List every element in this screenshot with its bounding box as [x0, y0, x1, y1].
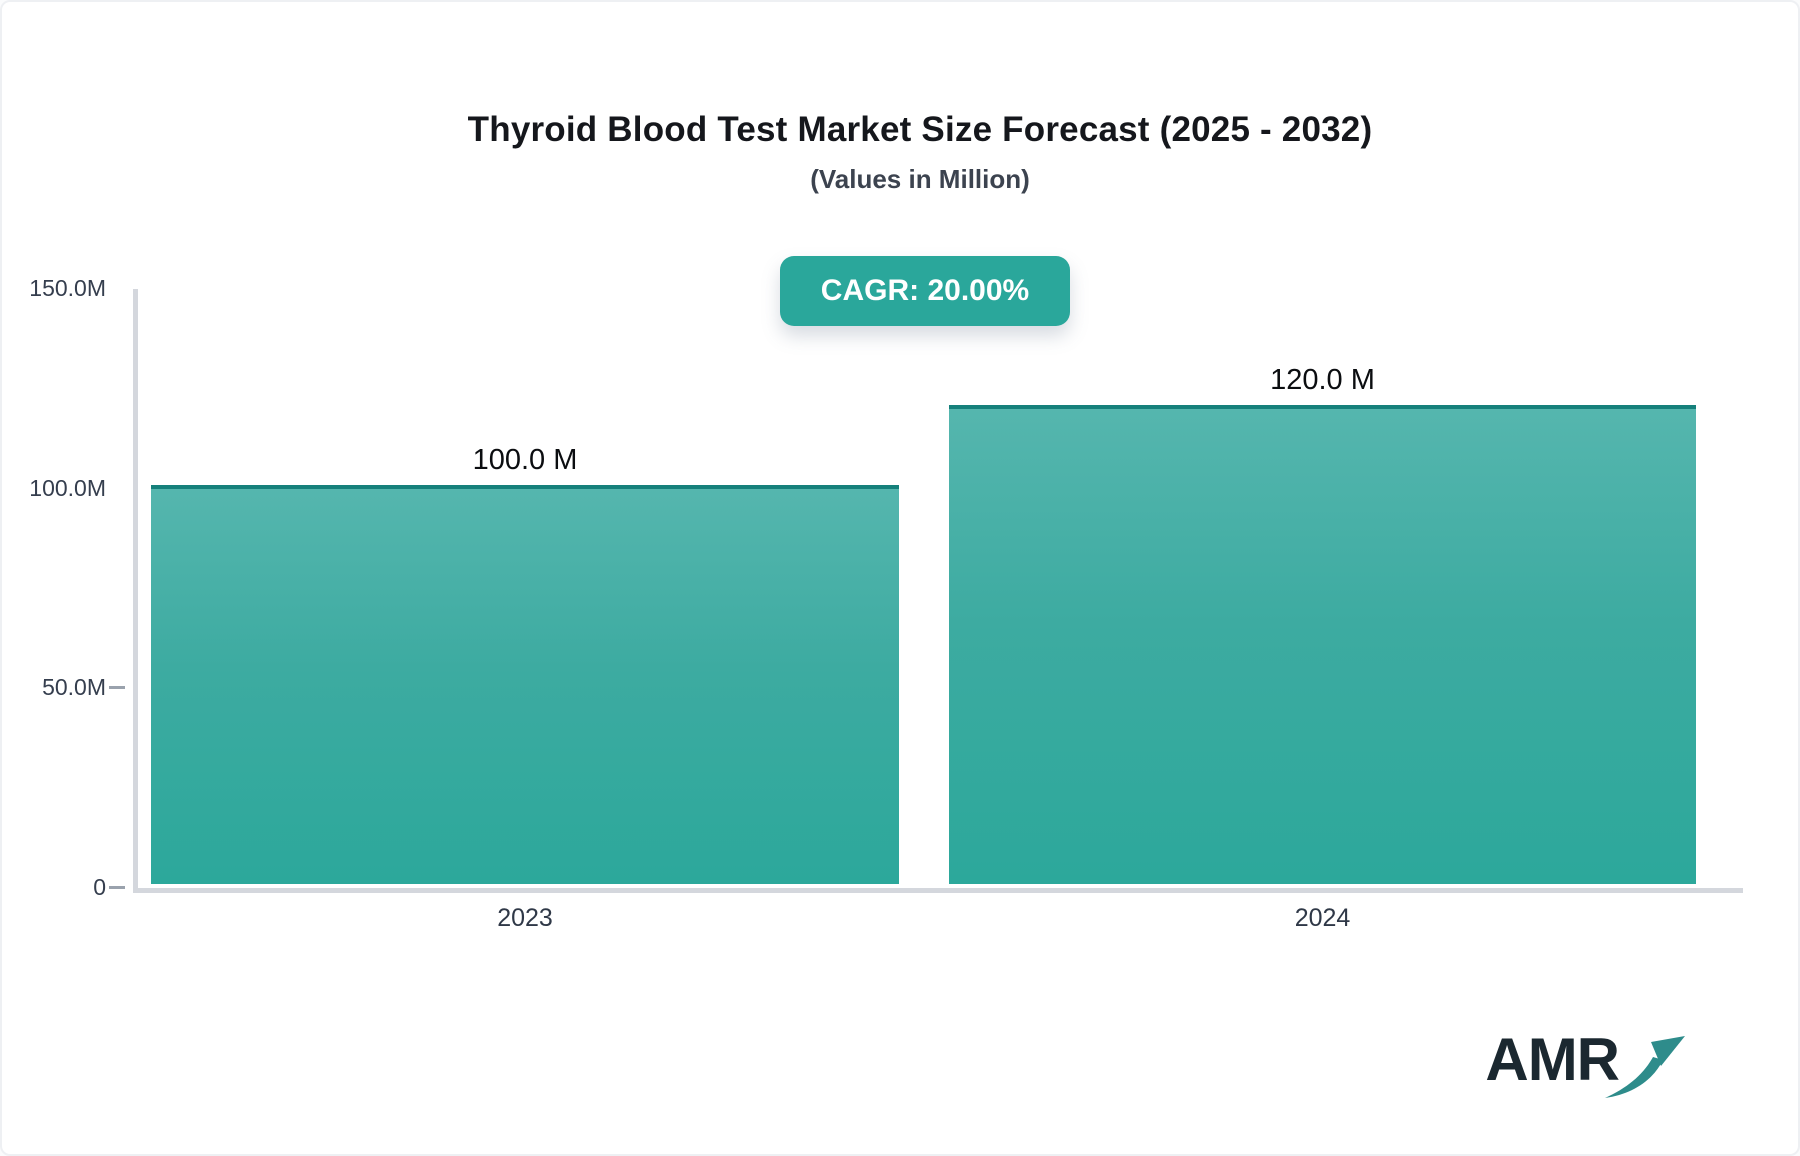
- bar-value-label: 120.0 M: [1270, 364, 1375, 396]
- chart-title: Thyroid Blood Test Market Size Forecast …: [467, 110, 1373, 149]
- bar-value-label: 100.0 M: [472, 444, 578, 476]
- amr-logo: AMR: [1485, 1030, 1693, 1102]
- y-tick-label: 50.0M: [42, 674, 106, 700]
- bar-2024: 120.0 M: [949, 364, 1696, 884]
- x-axis-line: [133, 888, 1743, 893]
- tick-dash: [109, 686, 125, 689]
- x-axis-label-2023: 2023: [497, 904, 553, 932]
- cagr-badge: CAGR: 20.00%: [780, 256, 1070, 326]
- amr-logo-text: AMR: [1485, 1026, 1620, 1093]
- tick-dash: [109, 886, 125, 889]
- bar-2023: 100.0 M: [151, 444, 899, 884]
- growth-arrow-icon: [1605, 1036, 1685, 1098]
- y-tick-label: 100.0M: [29, 475, 106, 501]
- x-axis-label-2024: 2024: [1294, 904, 1351, 932]
- y-tick-label: 0: [93, 874, 106, 900]
- y-axis-line: [133, 289, 138, 893]
- chart-subtitle: (Values in Million): [810, 164, 1030, 194]
- y-tick-label: 150.0M: [29, 275, 106, 301]
